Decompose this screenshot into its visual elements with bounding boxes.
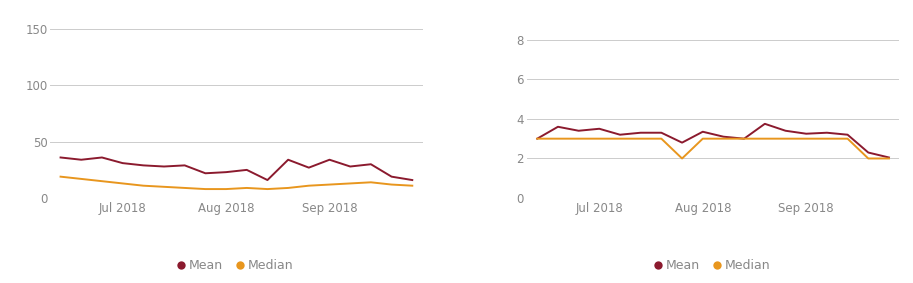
- Legend: Mean, Median: Mean, Median: [174, 254, 299, 277]
- Legend: Mean, Median: Mean, Median: [651, 254, 775, 277]
